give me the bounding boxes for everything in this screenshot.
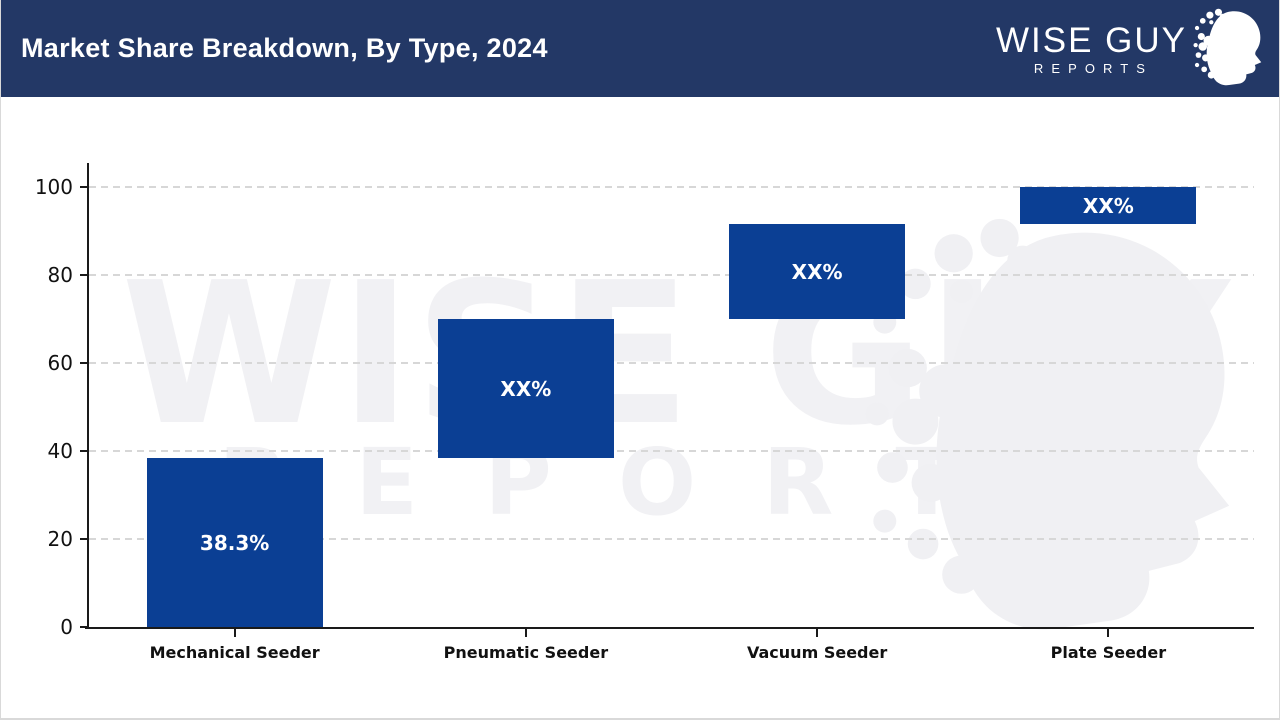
y-tickmark [80,450,89,452]
bar-value-label: XX% [500,376,552,401]
bar [1020,187,1197,225]
gridline [89,450,1254,452]
bar-value-label: XX% [1082,193,1134,218]
logo-subtitle: REPORTS [1033,60,1153,76]
y-tickmark [80,186,89,188]
plot-area: 0 20 40 60 80 100 38.3% Mechanical Seeder XX% Pne… [1,97,1279,718]
x-category-label: Vacuum Seeder [747,643,888,662]
chart-area: WISE GUY REPORTS [1,97,1279,718]
y-tick-label: 100 [34,175,73,199]
gridline [89,538,1254,540]
y-axis-spine [87,163,89,629]
logo-wordmark: WISE GUY [995,20,1187,60]
y-tick-label: 20 [47,527,73,551]
bar-value-label: 38.3% [199,530,270,555]
x-tickmark [816,629,819,637]
x-tickmark [233,629,236,637]
bar-value-label: XX% [791,259,843,284]
y-tick-label: 0 [60,615,73,639]
x-tickmark [524,629,527,637]
gridline [89,186,1254,188]
x-axis-spine [85,627,1254,629]
y-tick-label: 60 [47,351,73,375]
header: Market Share Breakdown, By Type, 2024 WI… [1,0,1279,97]
x-category-label: Pneumatic Seeder [443,643,609,662]
y-tickmark [80,274,89,276]
wise-guy-logo: WISE GUY REPORTS [996,8,1263,90]
x-tickmark [1107,629,1110,637]
gridline [89,362,1254,364]
y-tickmark [80,538,89,540]
y-tick-label: 40 [47,439,73,463]
bar [146,458,323,627]
gridline [89,274,1254,276]
logo-head-icon [1193,8,1262,85]
y-tickmark [80,362,89,364]
bar [437,319,614,459]
y-tick-label: 80 [47,263,73,287]
x-category-label: Mechanical Seeder [149,643,320,662]
chart-title: Market Share Breakdown, By Type, 2024 [21,33,548,63]
x-category-label: Plate Seeder [1050,643,1167,662]
y-tickmark [80,626,89,628]
bar [729,224,906,319]
logo-text: WISE GUY REPORTS [996,23,1187,75]
